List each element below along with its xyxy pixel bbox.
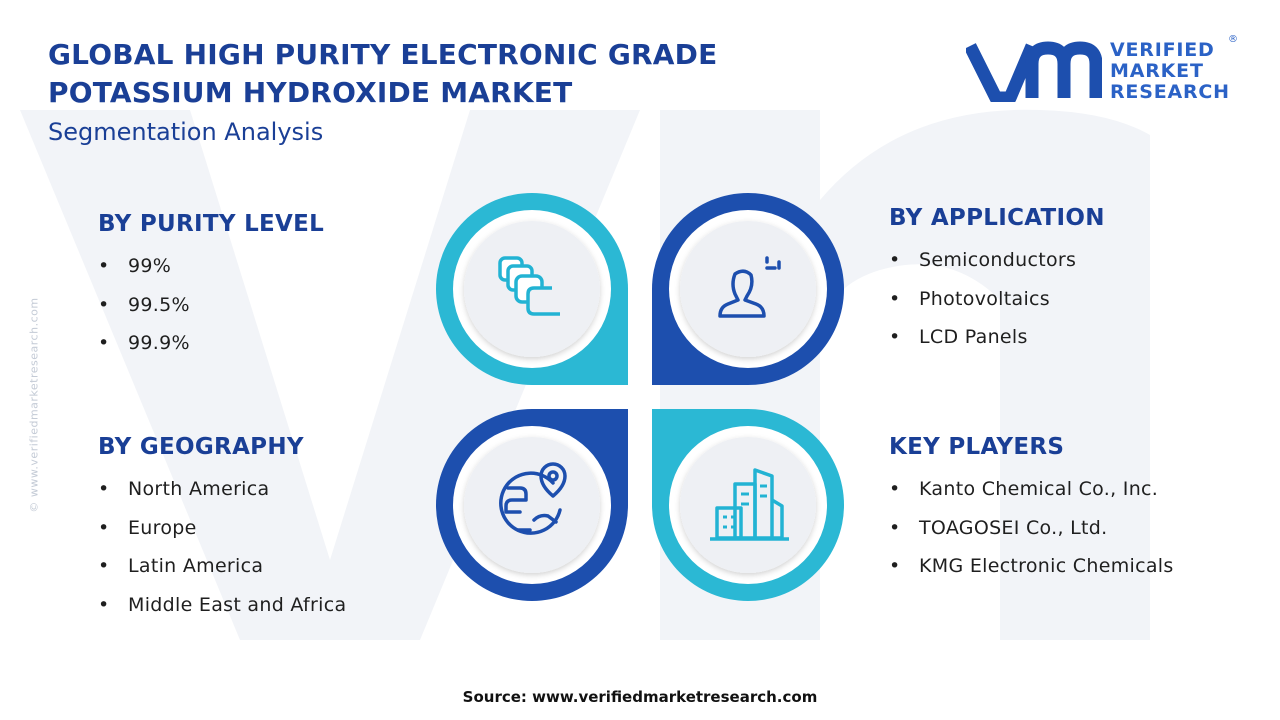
segment-geography: BY GEOGRAPHY North America Europe Latin … <box>98 432 346 624</box>
petal-geography <box>436 409 628 601</box>
segment-list: 99% 99.5% 99.9% <box>98 247 324 363</box>
buildings-icon <box>710 468 789 541</box>
list-item: Semiconductors <box>889 241 1105 280</box>
list-item: 99.5% <box>98 286 324 325</box>
logo-line-research: RESEARCH <box>1110 81 1230 103</box>
segment-title: BY APPLICATION <box>889 205 1105 231</box>
list-item: KMG Electronic Chemicals <box>889 547 1174 586</box>
segment-list: Semiconductors Photovoltaics LCD Panels <box>889 241 1105 357</box>
segment-purity-level: BY PURITY LEVEL 99% 99.5% 99.9% <box>98 209 324 363</box>
list-item: Europe <box>98 509 346 548</box>
page-title: GLOBAL HIGH PURITY ELECTRONIC GRADE POTA… <box>48 36 717 150</box>
segment-list: Kanto Chemical Co., Inc. TOAGOSEI Co., L… <box>889 470 1174 586</box>
vmr-logo-mark <box>966 41 1102 102</box>
segment-title: KEY PLAYERS <box>889 434 1065 460</box>
logo-line-verified: VERIFIED <box>1110 39 1215 61</box>
registered-mark: ® <box>1228 34 1238 45</box>
layers-icon <box>498 256 560 316</box>
list-item: LCD Panels <box>889 318 1105 357</box>
logo-wordmark: VERIFIED MARKET RESEARCH ® <box>1110 34 1238 103</box>
logo-line-market: MARKET <box>1110 60 1204 82</box>
segment-title: BY GEOGRAPHY <box>98 434 304 460</box>
title-line-2: POTASSIUM HYDROXIDE MARKET <box>48 76 573 109</box>
segment-key-players: KEY PLAYERS Kanto Chemical Co., Inc. TOA… <box>889 432 1174 586</box>
list-item: Latin America <box>98 547 346 586</box>
page-subtitle: Segmentation Analysis <box>48 118 324 146</box>
vmr-logo: VERIFIED MARKET RESEARCH ® <box>966 34 1238 103</box>
globe-pin-icon <box>499 462 567 535</box>
list-item: North America <box>98 470 346 509</box>
segment-list: North America Europe Latin America Middl… <box>98 470 346 624</box>
list-item: Photovoltaics <box>889 280 1105 319</box>
list-item: 99.9% <box>98 324 324 363</box>
user-ai-icon <box>718 256 781 318</box>
segment-title: BY PURITY LEVEL <box>98 211 325 237</box>
list-item: Middle East and Africa <box>98 586 346 625</box>
list-item: Kanto Chemical Co., Inc. <box>889 470 1174 509</box>
title-line-1: GLOBAL HIGH PURITY ELECTRONIC GRADE <box>48 38 718 71</box>
list-item: 99% <box>98 247 324 286</box>
source-footer: Source: www.verifiedmarketresearch.com <box>462 688 818 706</box>
segment-application: BY APPLICATION Semiconductors Photovolta… <box>889 203 1105 357</box>
list-item: TOAGOSEI Co., Ltd. <box>889 509 1174 548</box>
petal-application <box>652 193 844 385</box>
